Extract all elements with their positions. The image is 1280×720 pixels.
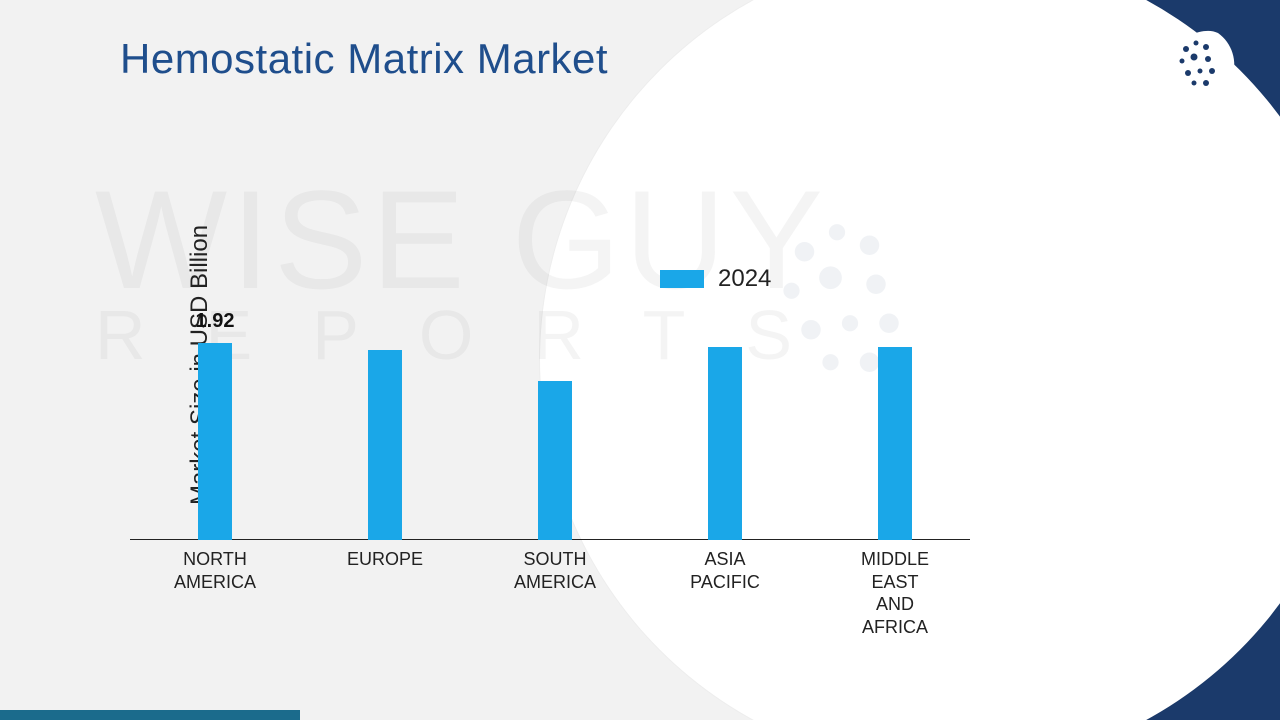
bar-group: 1.92NORTHAMERICA	[150, 343, 280, 540]
value-label: 1.92	[196, 310, 235, 333]
bar	[538, 381, 572, 540]
bar-group: ASIAPACIFIC	[660, 347, 790, 540]
plot-area: 2024 1.92NORTHAMERICA EUROPE SOUTHAMERICA A…	[130, 130, 970, 540]
brand-head-icon	[1160, 25, 1240, 115]
bar	[708, 347, 742, 540]
category-label: SOUTHAMERICA	[490, 540, 620, 593]
bar-group: EUROPE	[320, 350, 450, 540]
page-canvas: Hemostatic Matrix Market WISE GUY REPORT…	[0, 0, 1280, 720]
brand-logo: WISE GUY REPORTS	[1000, 30, 1230, 110]
legend-swatch	[660, 270, 704, 288]
bar-group: MIDDLEEASTANDAFRICA	[830, 347, 960, 540]
category-label: NORTHAMERICA	[150, 540, 280, 593]
category-label: MIDDLEEASTANDAFRICA	[830, 540, 960, 638]
category-label: EUROPE	[320, 540, 450, 571]
bar-chart: Market Size in USD Billion 2024 1.92NORT…	[100, 130, 970, 600]
category-label: ASIAPACIFIC	[660, 540, 790, 593]
bar	[878, 347, 912, 540]
bottom-accent-bar	[0, 710, 300, 720]
page-title: Hemostatic Matrix Market	[120, 35, 608, 83]
bar	[368, 350, 402, 540]
legend-label: 2024	[718, 265, 771, 293]
bar-group: SOUTHAMERICA	[490, 381, 620, 540]
legend: 2024	[660, 265, 771, 293]
bar	[198, 343, 232, 540]
